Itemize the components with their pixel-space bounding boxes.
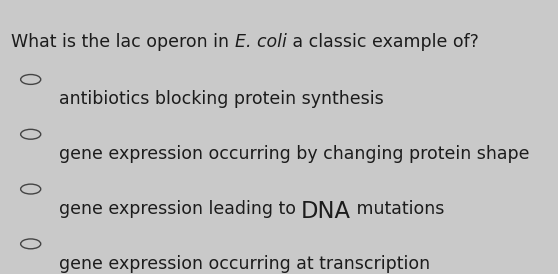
Text: gene expression occurring at transcription: gene expression occurring at transcripti… — [59, 255, 430, 273]
Text: mutations: mutations — [351, 200, 445, 218]
Text: gene expression leading to: gene expression leading to — [59, 200, 301, 218]
Text: E. coli: E. coli — [235, 33, 287, 51]
Text: a classic example of?: a classic example of? — [287, 33, 478, 51]
Text: antibiotics blocking protein synthesis: antibiotics blocking protein synthesis — [59, 90, 383, 109]
Text: DNA: DNA — [301, 200, 351, 223]
Text: gene expression occurring by changing protein shape: gene expression occurring by changing pr… — [59, 145, 529, 163]
Text: What is the lac operon in: What is the lac operon in — [11, 33, 235, 51]
